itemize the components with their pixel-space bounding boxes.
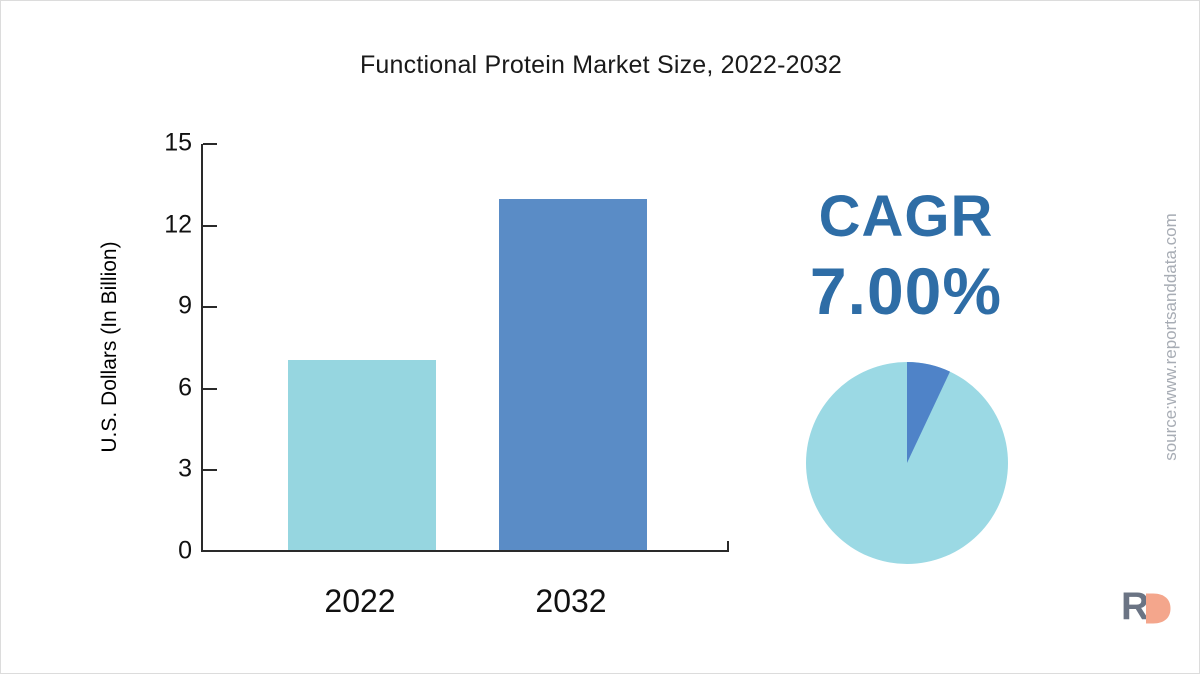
bar-2022 [288,359,436,550]
y-tick-label: 15 [164,128,192,157]
source-attribution: source:www.reportsanddata.com [1161,213,1180,461]
y-tick-mark [203,306,217,309]
logo-letter-r: R [1121,585,1150,628]
cagr-pie-chart [804,360,1010,566]
y-tick-label: 9 [178,291,192,320]
chart-title: Functional Protein Market Size, 2022-203… [359,51,843,79]
reportsanddata-logo: R [1121,585,1171,628]
y-tick-mark [203,224,217,227]
x-tick-label-2022: 2022 [324,583,396,619]
bar-2032 [499,199,647,550]
x-tick-label-2032: 2032 [535,583,607,619]
pie-cagr-slice [907,362,950,463]
y-axis-label: U.S. Dollars (In Billion) [98,241,121,453]
bar-chart-plot-area [201,143,729,552]
y-tick-label: 0 [178,536,192,565]
y-tick-mark [203,387,217,390]
y-tick-mark [203,143,217,145]
cagr-value: 7.00% [809,254,1003,328]
x-axis-end-tick [727,541,729,550]
logo-d-icon [1146,593,1171,623]
y-tick-mark [203,469,217,472]
y-tick-label: 6 [178,373,192,402]
y-tick-label: 3 [178,454,192,483]
cagr-label: CAGR [818,184,994,249]
y-tick-label: 12 [164,209,192,238]
pie-svg [806,362,1008,564]
